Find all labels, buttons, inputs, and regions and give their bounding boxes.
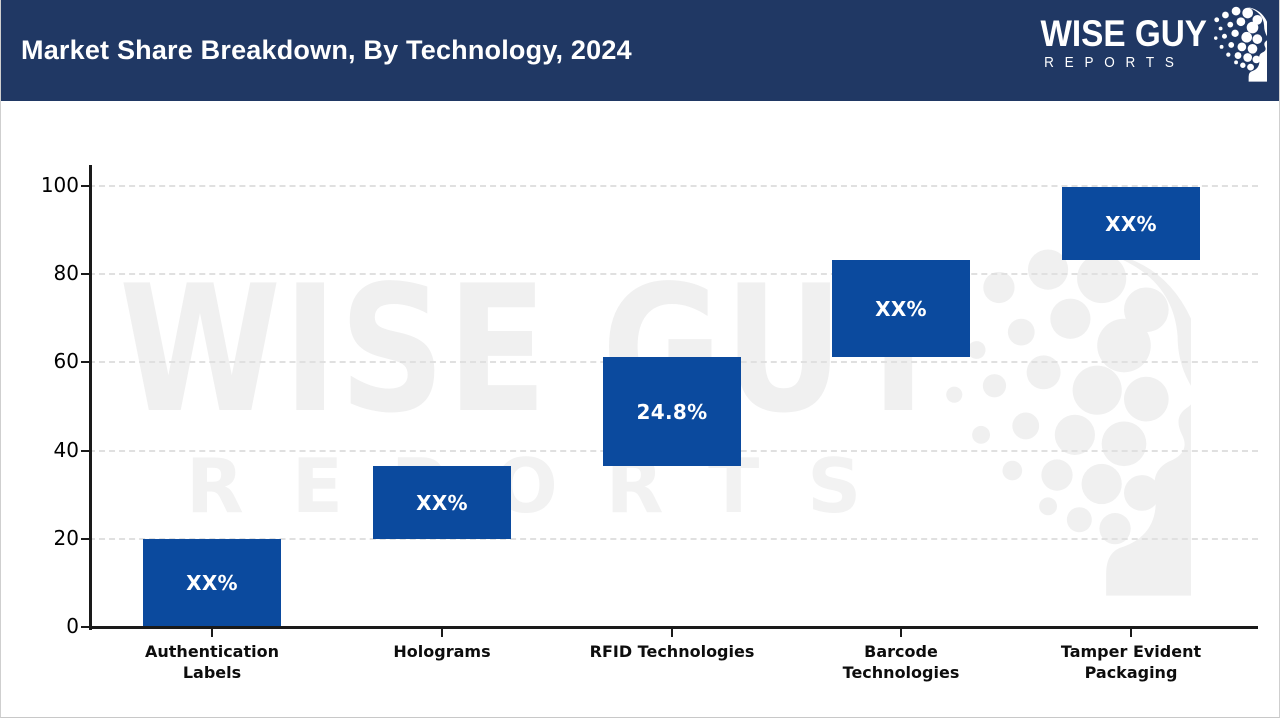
category-label-line: Tamper Evident (1060, 642, 1202, 661)
category-label-2: RFID Technologies (562, 641, 782, 662)
x-tick-2 (671, 629, 673, 637)
gridline-80 (89, 273, 1258, 276)
x-tick-1 (441, 629, 443, 637)
y-tick-label-100: 100 (40, 173, 79, 197)
watermark-wordmark: WISE GUY (119, 249, 954, 452)
bar-value-label: XX% (1105, 211, 1157, 236)
category-label-line: Technologies (842, 663, 960, 682)
category-label-1: Holograms (332, 641, 552, 662)
page-title: Market Share Breakdown, By Technology, 2… (21, 35, 632, 65)
logo-subtitle: REPORTS (1044, 54, 1185, 71)
y-tick-100 (81, 185, 89, 187)
category-label-0: Authentication Labels (102, 641, 322, 683)
wise-guy-logo: WISE GUY REPORTS (1022, 4, 1267, 82)
y-tick-20 (81, 537, 89, 540)
y-tick-label-60: 60 (53, 349, 79, 374)
y-tick-0 (81, 626, 89, 628)
category-label-line: Holograms (393, 642, 491, 661)
y-tick-label-0: 0 (66, 614, 79, 638)
bar-tamper-evident-packaging: XX% (1062, 187, 1200, 261)
watermark-subtitle: REPORTS (186, 442, 910, 530)
bar-value-label: XX% (875, 296, 927, 321)
category-label-line: RFID Technologies (589, 642, 755, 661)
bar-value-label: XX% (186, 570, 238, 595)
category-label-4: Tamper Evident Packaging (1021, 641, 1241, 683)
bar-authentication-labels: XX% (143, 538, 281, 627)
x-tick-4 (1130, 629, 1132, 637)
category-label-line: Barcode (864, 642, 938, 661)
y-tick-60 (81, 361, 89, 364)
y-tick-label-20: 20 (53, 525, 79, 550)
y-tick-label-40: 40 (53, 437, 79, 462)
category-label-line: Packaging (1084, 663, 1178, 682)
logo-text: WISE GUY REPORTS (1040, 14, 1207, 72)
y-axis-line (89, 165, 92, 630)
bar-value-label: 24.8% (636, 399, 708, 424)
category-label-line: Authentication (145, 642, 279, 661)
x-tick-3 (900, 629, 902, 637)
bar-holograms: XX% (373, 466, 511, 539)
x-tick-0 (211, 629, 213, 637)
y-tick-40 (81, 449, 89, 452)
y-tick-label-80: 80 (53, 261, 79, 286)
header-bar: Market Share Breakdown, By Technology, 2… (1, 0, 1279, 101)
bar-rfid-technologies: 24.8% (603, 357, 741, 467)
category-label-3: Barcode Technologies (791, 641, 1011, 683)
gridline-20 (89, 537, 1258, 540)
x-axis-line (89, 626, 1258, 629)
logo-wordmark: WISE GUY (1040, 13, 1207, 54)
category-label-line: Labels (182, 663, 242, 682)
bar-barcode-technologies: XX% (832, 260, 970, 358)
logo-head-icon (1214, 6, 1267, 82)
gridline-100 (89, 185, 1258, 187)
y-tick-80 (81, 273, 89, 276)
bar-value-label: XX% (416, 490, 468, 515)
